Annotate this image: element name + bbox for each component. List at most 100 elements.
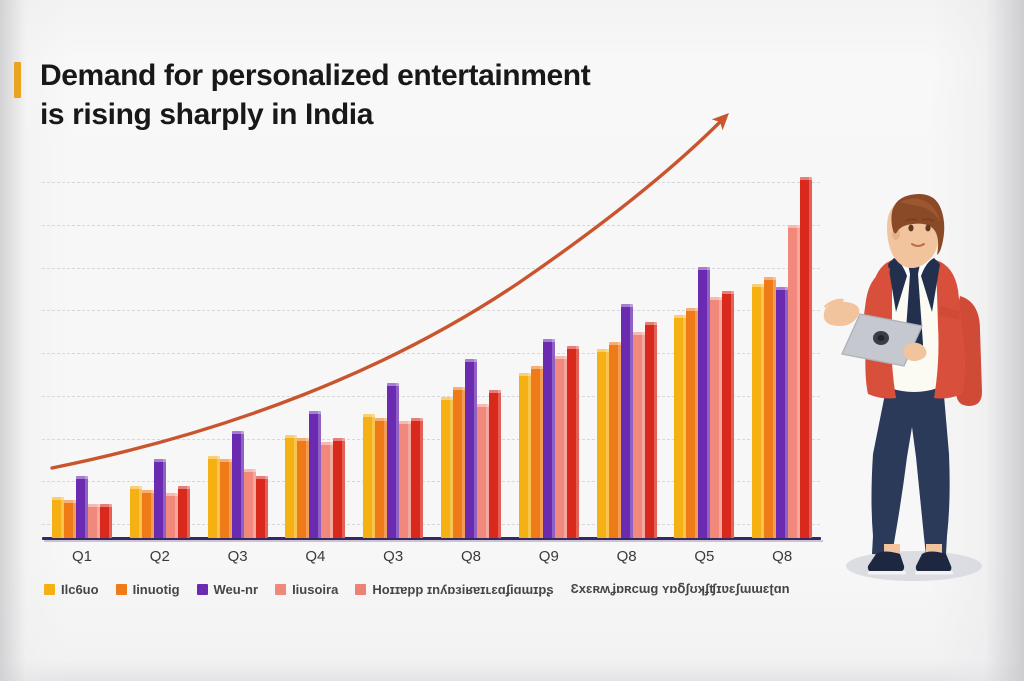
legend-swatch (275, 583, 287, 595)
bar (321, 441, 334, 538)
legend-item[interactable]: Ɛxɛʀʍʝɒʀcɯg ʏɒẟʃʊʞʄʧɪʋɛʃɯɯɛʈɑn (571, 581, 790, 597)
legend-item[interactable]: Weu-nr (196, 581, 259, 597)
legend-swatch (355, 583, 367, 595)
title-text: Demand for personalized entertainment is… (14, 56, 734, 134)
bar (722, 290, 735, 538)
bar (333, 438, 346, 538)
bar (219, 458, 232, 538)
bar (153, 458, 166, 538)
bar-group (129, 160, 190, 538)
bar (800, 177, 813, 538)
legend-item[interactable]: Hoɪɪɐpp ɪnʎɒɜiʁɐɪʟɛɑʄiɑɯɪpʂ (355, 581, 554, 597)
bar-side-highlight (809, 177, 813, 538)
axis-baseline-shadow (44, 540, 823, 542)
bar-group (363, 160, 424, 538)
eye-left (908, 224, 914, 232)
bar (686, 307, 699, 538)
title-line-1: Demand for personalized entertainment (40, 59, 591, 92)
legend-swatch (115, 583, 127, 595)
shoe-sole-right (915, 571, 953, 575)
bar-group (285, 160, 346, 538)
legend-item[interactable]: Iiusoira (275, 582, 338, 597)
bar (255, 476, 268, 538)
bar (710, 297, 723, 538)
bar (764, 276, 777, 538)
x-axis-label: Q9 (538, 548, 559, 565)
eye-right (925, 224, 931, 232)
eyebrow-left (905, 218, 917, 222)
x-axis-label: Q5 (694, 548, 715, 565)
laptop (840, 313, 924, 367)
legend-item[interactable]: Iinuotig (115, 581, 180, 597)
bar (387, 383, 400, 538)
x-axis-label: Q3 (227, 548, 248, 565)
legend-swatch (196, 583, 208, 595)
jacket-right-panel (934, 260, 966, 399)
bar (596, 349, 609, 538)
bar-group (441, 160, 501, 538)
bar (453, 386, 465, 538)
legend-label: Weu-nr (213, 581, 259, 597)
bar (441, 397, 453, 538)
bar-side-highlight (186, 486, 190, 538)
bar (698, 266, 711, 538)
title-line-2: is rising sharply in India (40, 98, 374, 131)
gridline (42, 481, 820, 483)
bar-side-highlight (731, 290, 735, 538)
legend-label: Ɛxɛʀʍʝɒʀcɯg ʏɒẟʃʊʞʄʧɪʋɛʃɯɯɛʈɑn (570, 581, 790, 596)
bar (644, 321, 657, 538)
bar-group (518, 160, 579, 538)
bar-side-highlight (342, 438, 346, 538)
bar-side-highlight (420, 417, 424, 538)
legend-label: Iiusoira (292, 581, 339, 597)
bar-group (596, 160, 657, 538)
bar (309, 410, 322, 538)
x-axis-labels: Q1 Q2 Q3 Q4 Q3 Q8 Q9 Q8 Q5 Q8 (42, 548, 821, 574)
hair-highlight (900, 198, 940, 222)
bar (776, 287, 789, 538)
gridline (42, 524, 820, 525)
jacket-lapel-right (921, 258, 940, 312)
mouth (911, 243, 925, 247)
bar (542, 338, 555, 538)
legend-swatch (44, 583, 55, 595)
bar (52, 496, 64, 538)
bar (489, 390, 501, 538)
bar (165, 493, 178, 538)
jacket-lapel-left (888, 258, 907, 312)
bar (76, 476, 88, 538)
bar-side-highlight (264, 476, 268, 538)
bar (141, 489, 154, 538)
bar-group (674, 160, 735, 538)
bar (554, 355, 567, 538)
legend-item[interactable]: Ilc6uo (44, 582, 99, 597)
bar (752, 283, 765, 538)
bar (243, 469, 256, 538)
x-axis-label: Q8 (460, 548, 482, 565)
bar (566, 345, 579, 538)
bar (608, 342, 621, 538)
shoe-right (915, 551, 952, 572)
bar (411, 417, 424, 538)
bar-side-highlight (653, 321, 657, 538)
x-axis-label: Q1 (71, 548, 93, 565)
bar (620, 304, 633, 538)
bar (632, 331, 645, 538)
ground-shadow (846, 551, 982, 581)
bar (363, 414, 376, 538)
hand-right (903, 342, 927, 362)
legend-label: Iinuotig (132, 581, 180, 597)
bar (297, 438, 310, 538)
bar (674, 314, 687, 538)
jacket-pocket (939, 306, 960, 320)
x-axis-label: Q8 (772, 548, 793, 565)
legend-label: Hoɪɪɐpp ɪnʎɒɜiʁɐɪʟɛɑʄiɑɯɪpʂ (372, 581, 554, 597)
shoe-sole-left (868, 571, 906, 575)
bar (477, 403, 489, 538)
bar (100, 503, 112, 538)
bar (518, 373, 531, 538)
shoe-left (867, 551, 905, 572)
x-axis-label: Q8 (616, 548, 637, 565)
bar (64, 500, 76, 538)
